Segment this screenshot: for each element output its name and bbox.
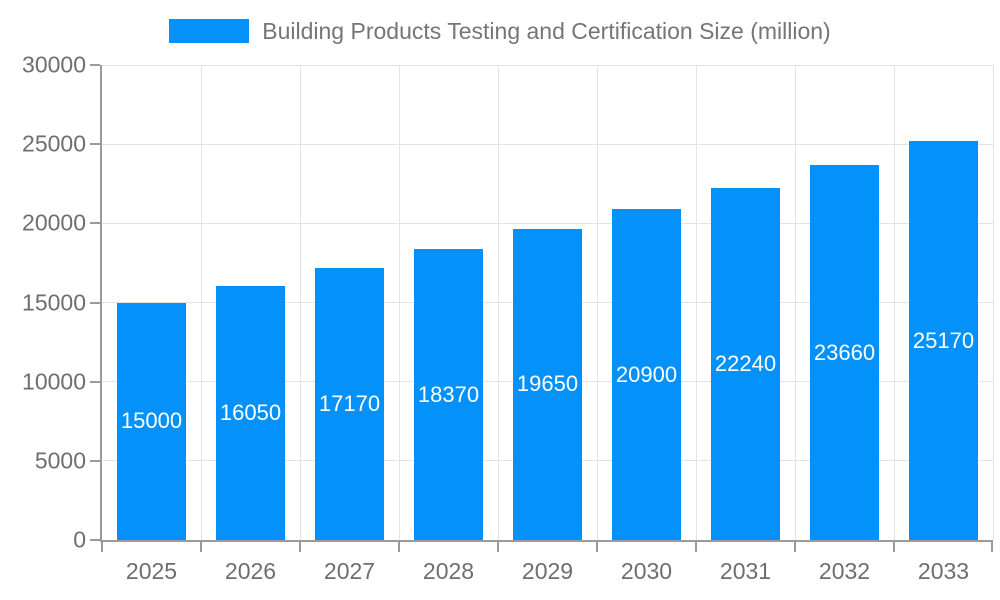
x-tick-mark [596,542,598,552]
bar[interactable]: 15000 [117,302,186,540]
x-tick-mark [497,542,499,552]
bar[interactable]: 17170 [315,268,384,540]
y-axis-tick-label: 5000 [34,447,86,474]
x-gridline [398,65,400,540]
x-gridline [794,65,796,540]
x-axis-tick-label: 2026 [224,558,277,584]
x-gridline [695,65,697,540]
x-axis-tick-label: 2030 [620,558,673,584]
bar-value-label: 25170 [912,327,975,353]
x-gridline [497,65,499,540]
legend[interactable]: Building Products Testing and Certificat… [0,18,1000,44]
bar-value-label: 17170 [318,391,381,417]
bar-value-label: 18370 [417,381,480,407]
y-axis-tick-label: 30000 [22,51,86,78]
legend-label: Building Products Testing and Certificat… [262,18,831,44]
x-gridline [893,65,895,540]
x-tick-mark [101,542,103,552]
bar[interactable]: 16050 [216,285,285,540]
y-axis-tick-label: 10000 [22,368,86,395]
bar-value-label: 16050 [219,399,282,425]
plot-area: 0 5000 10000 15000 20000 25000 30000 15000 2025 1… [22,52,994,584]
bar-value-label: 19650 [516,371,579,397]
y-tick-mark [90,459,100,462]
y-tick-mark [90,539,100,541]
y-axis-tick-label: 15000 [22,289,86,315]
x-axis-tick-label: 2031 [719,558,772,584]
bar-value-label: 15000 [120,408,183,434]
bar[interactable]: 25170 [909,141,978,540]
x-axis-tick-label: 2029 [521,558,574,584]
bar-value-label: 23660 [813,339,876,365]
x-axis-tick-label: 2027 [323,558,376,584]
y-gridline [102,64,993,66]
y-tick-mark [90,380,100,383]
x-axis-tick-label: 2032 [818,558,871,584]
y-tick-mark [90,301,100,304]
y-axis-tick-label: 20000 [22,209,86,236]
bar-value-label: 22240 [714,350,777,376]
bar[interactable]: 18370 [414,249,483,540]
x-tick-mark [695,542,697,552]
y-gridline [102,143,993,145]
x-axis-tick-label: 2028 [422,558,475,584]
legend-swatch [169,19,250,43]
x-tick-mark [794,542,796,552]
bar[interactable]: 19650 [513,228,582,540]
bar[interactable]: 23660 [810,165,879,540]
x-tick-mark [893,542,895,552]
y-axis-tick-label: 25000 [22,130,86,157]
bar-value-label: 20900 [615,361,678,387]
x-gridline [200,65,202,540]
y-tick-mark [90,64,100,66]
x-gridline [596,65,598,540]
x-tick-mark [200,542,202,552]
x-tick-mark [398,542,400,552]
y-tick-mark [90,222,100,225]
bar[interactable]: 22240 [711,187,780,540]
x-axis-tick-label: 2033 [917,558,970,584]
x-gridline [992,65,994,540]
x-tick-mark [299,542,301,552]
x-tick-mark [991,542,993,552]
y-gridline [102,222,993,224]
bar[interactable]: 20900 [612,209,681,540]
y-axis-tick-label: 0 [73,526,86,553]
x-gridline [299,65,301,540]
y-tick-mark [90,143,100,146]
x-axis-tick-label: 2025 [125,558,178,584]
